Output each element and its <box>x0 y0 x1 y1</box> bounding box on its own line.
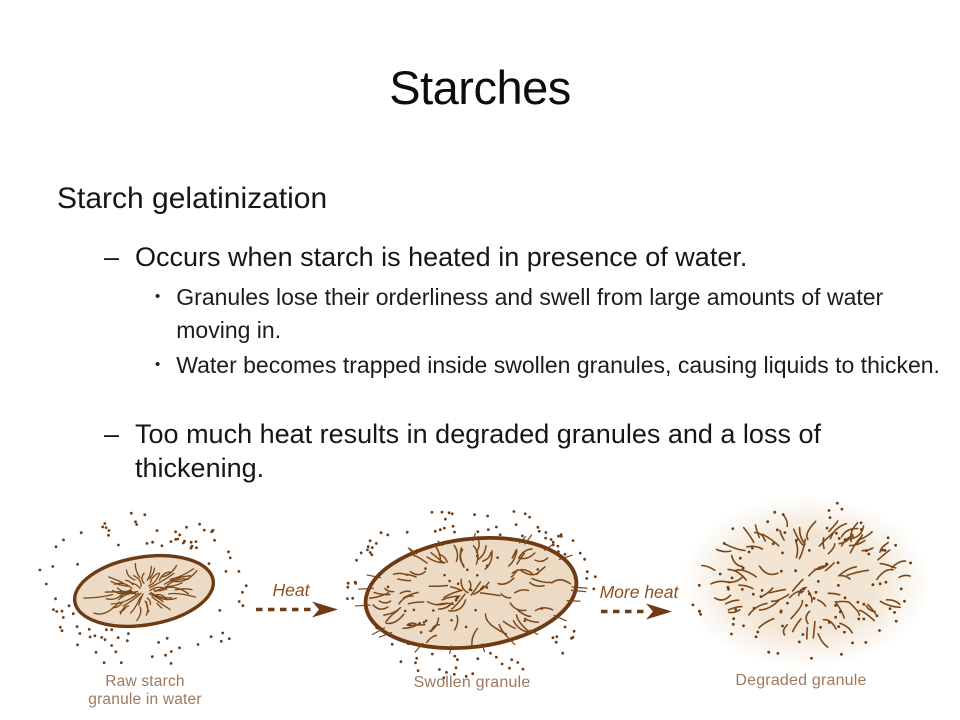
stage-label: granule in water <box>88 691 202 708</box>
bullet-text: Too much heat results in degraded granul… <box>135 419 821 483</box>
body-heading: Starch gelatinization <box>57 182 328 215</box>
stage-label: Swollen granule <box>414 674 531 691</box>
raw-starch-granule-figure: Raw starch granule in water <box>38 511 248 708</box>
arrowhead-icon <box>646 603 672 620</box>
dot-bullet-marker: • <box>155 356 161 373</box>
stage-label: Degraded granule <box>735 672 866 689</box>
dot-bullet-marker: • <box>155 288 161 305</box>
edge-hairs <box>355 533 588 654</box>
arrowhead-icon <box>312 601 338 618</box>
bullet-text: Occurs when starch is heated in presence… <box>135 242 748 272</box>
raw-granule-ellipse <box>72 553 216 629</box>
inner-dots <box>386 554 544 634</box>
bullet-text: Granules lose their orderliness and swel… <box>176 284 884 343</box>
starch-gelatinization-diagram: Raw starch granule in water Heat Swollen… <box>38 496 930 708</box>
bullet-text: Water becomes trapped inside swollen gra… <box>176 352 940 378</box>
bullet-level2: – Occurs when starch is heated in presen… <box>104 240 935 274</box>
heat-label: Heat <box>273 580 311 600</box>
degraded-granule-figure: Degraded granule <box>682 496 930 689</box>
more-heat-label: More heat <box>600 582 680 602</box>
water-dots <box>38 511 248 665</box>
bullet-level3: • Granules lose their orderliness and sw… <box>155 281 956 347</box>
more-heat-arrow: More heat <box>600 582 680 620</box>
dash-bullet-marker: – <box>104 242 120 272</box>
swollen-granule-figure: Swollen granule <box>346 510 597 691</box>
bullet-level3: • Water becomes trapped inside swollen g… <box>155 349 956 382</box>
slide-title: Starches <box>389 61 571 114</box>
granule-fragments <box>700 513 911 648</box>
water-dots <box>346 510 597 680</box>
granule-fragments <box>368 539 572 648</box>
heat-arrow: Heat <box>256 580 338 618</box>
dash-bullet-marker: – <box>104 419 120 449</box>
bullet-level2: – Too much heat results in degraded gran… <box>104 417 935 485</box>
water-dots <box>691 501 912 660</box>
stage-label: Raw starch <box>105 673 185 690</box>
granule-fibers <box>83 562 198 622</box>
